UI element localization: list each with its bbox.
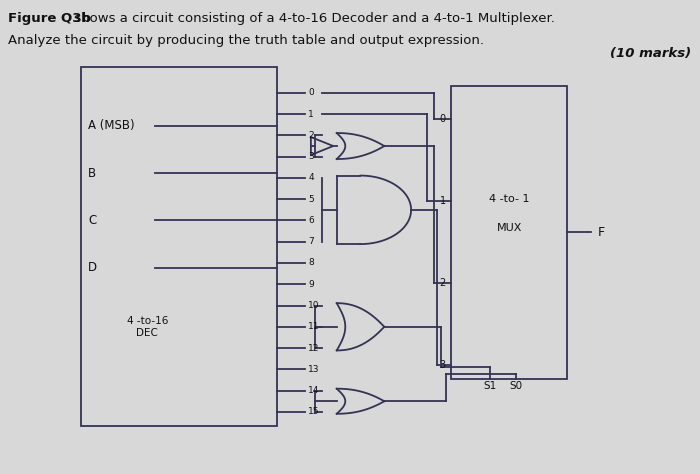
- Text: Analyze the circuit by producing the truth table and output expression.: Analyze the circuit by producing the tru…: [8, 34, 484, 47]
- Text: 1: 1: [440, 196, 446, 206]
- Text: 3: 3: [440, 360, 446, 370]
- Text: 12: 12: [308, 344, 319, 353]
- Text: 2: 2: [440, 278, 446, 288]
- Text: C: C: [88, 214, 97, 227]
- Text: 4 -to- 1: 4 -to- 1: [489, 194, 529, 204]
- Text: 0: 0: [308, 88, 314, 97]
- Text: 7: 7: [308, 237, 314, 246]
- Text: S0: S0: [510, 381, 523, 391]
- Text: 4: 4: [308, 173, 314, 182]
- Text: A (MSB): A (MSB): [88, 119, 134, 132]
- Text: shows a circuit consisting of a 4-to-16 Decoder and a 4-to-1 Multiplexer.: shows a circuit consisting of a 4-to-16 …: [70, 12, 555, 25]
- Text: B: B: [88, 167, 96, 180]
- Text: 4 -to-16
DEC: 4 -to-16 DEC: [127, 316, 168, 337]
- Text: F: F: [598, 226, 605, 239]
- Text: 14: 14: [308, 386, 319, 395]
- Text: 15: 15: [308, 407, 320, 416]
- Text: 10: 10: [308, 301, 320, 310]
- Text: (10 marks): (10 marks): [610, 47, 692, 60]
- Text: 2: 2: [308, 131, 314, 140]
- Text: 3: 3: [308, 152, 314, 161]
- Bar: [81, 67, 276, 426]
- Text: MUX: MUX: [496, 223, 522, 233]
- Text: 13: 13: [308, 365, 320, 374]
- Bar: [452, 86, 566, 379]
- Text: 8: 8: [308, 258, 314, 267]
- Text: 0: 0: [440, 114, 446, 124]
- Text: 6: 6: [308, 216, 314, 225]
- Text: D: D: [88, 261, 97, 274]
- Text: 5: 5: [308, 195, 314, 204]
- Text: S1: S1: [483, 381, 496, 391]
- Text: 9: 9: [308, 280, 314, 289]
- Text: 1: 1: [308, 109, 314, 118]
- Text: Figure Q3b: Figure Q3b: [8, 12, 92, 25]
- Text: 11: 11: [308, 322, 320, 331]
